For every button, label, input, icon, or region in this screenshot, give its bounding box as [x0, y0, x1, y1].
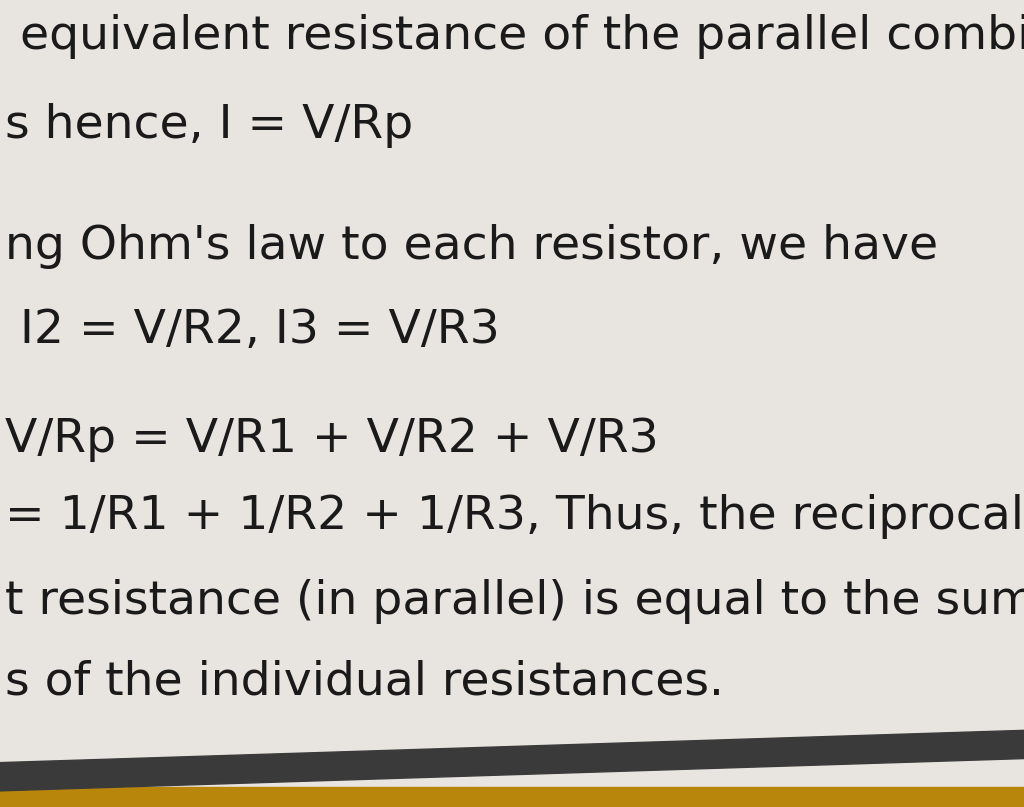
- Text: t resistance (in parallel) is equal to the sum of th: t resistance (in parallel) is equal to t…: [5, 579, 1024, 624]
- Text: I2 = V/R2, I3 = V/R3: I2 = V/R2, I3 = V/R3: [5, 308, 500, 353]
- Text: ng Ohm's law to each resistor, we have: ng Ohm's law to each resistor, we have: [5, 224, 938, 269]
- Text: s of the individual resistances.: s of the individual resistances.: [5, 659, 724, 705]
- FancyBboxPatch shape: [0, 0, 1024, 730]
- Polygon shape: [0, 730, 1024, 791]
- Text: V/Rp = V/R1 + V/R2 + V/R3: V/Rp = V/R1 + V/R2 + V/R3: [5, 417, 658, 462]
- Text: = 1/R1 + 1/R2 + 1/R3, Thus, the reciprocal of the: = 1/R1 + 1/R2 + 1/R3, Thus, the reciproc…: [5, 494, 1024, 539]
- Text: equivalent resistance of the parallel combinat: equivalent resistance of the parallel co…: [5, 14, 1024, 59]
- FancyBboxPatch shape: [0, 787, 1024, 807]
- Text: s hence, I = V/Rp: s hence, I = V/Rp: [5, 102, 414, 148]
